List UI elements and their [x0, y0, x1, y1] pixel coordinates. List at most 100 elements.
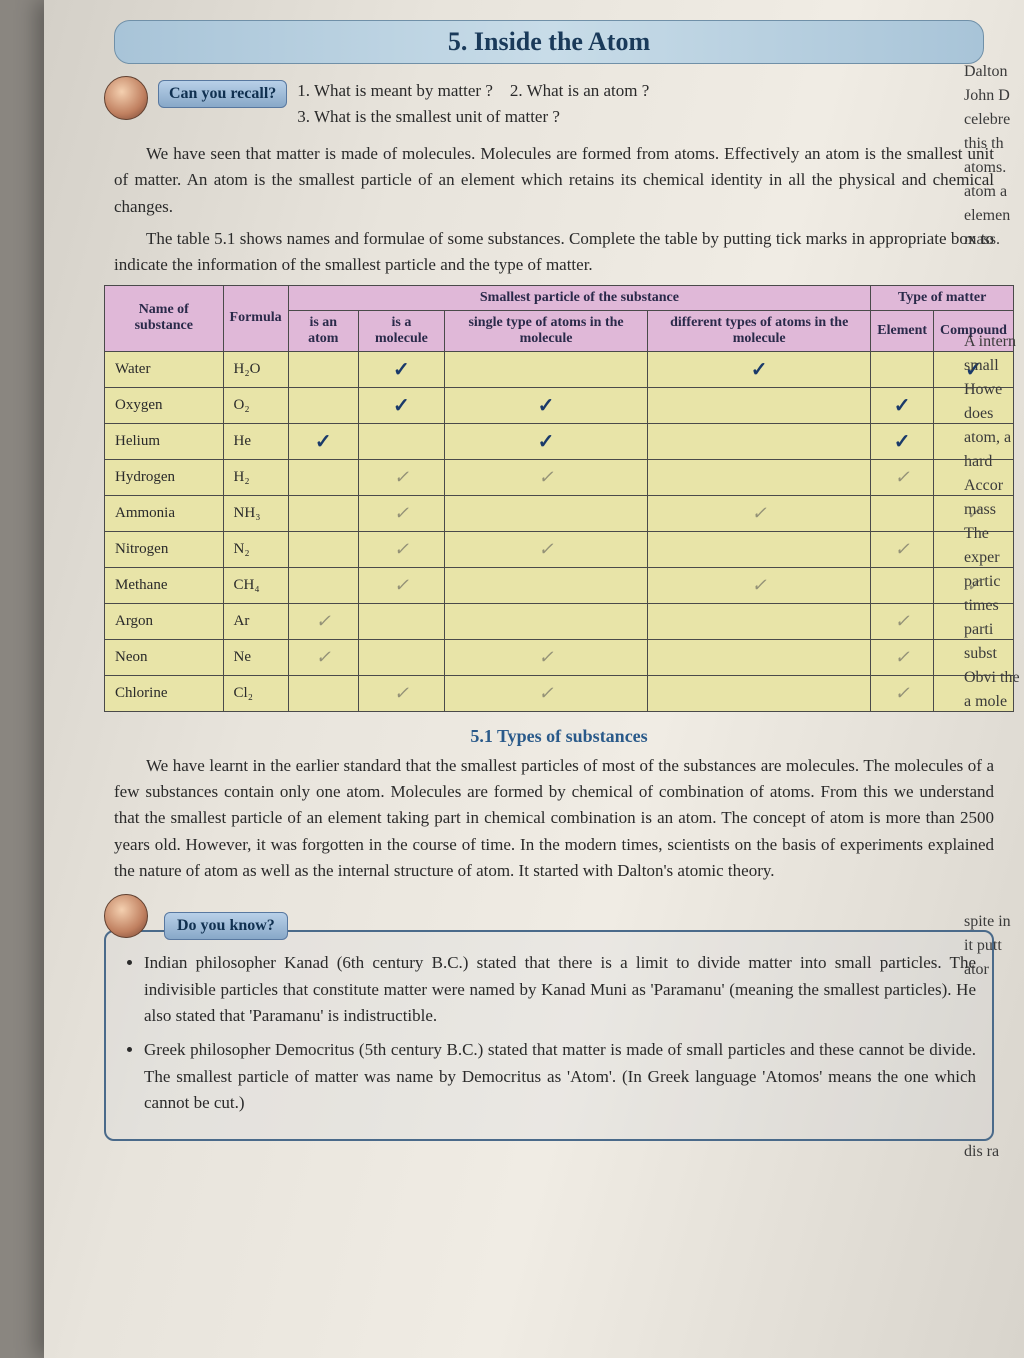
th-formula: Formula: [223, 285, 288, 351]
recall-q2: 2. What is an atom ?: [510, 81, 649, 100]
cutoff-text-4: dis ra: [964, 1140, 1020, 1164]
th-group-type: Type of matter: [871, 285, 1014, 310]
cell-element: ✓: [871, 639, 934, 675]
cell-element: ✓: [871, 387, 934, 423]
cell-diff: ✓: [648, 351, 871, 387]
cutoff-text-1: Dalton John D celebre this th atoms. ato…: [964, 60, 1020, 252]
recall-q1: 1. What is meant by matter ?: [297, 81, 493, 100]
cell-diff: [648, 531, 871, 567]
table-row: NeonNe✓✓✓: [105, 639, 1014, 675]
cell-diff: [648, 603, 871, 639]
th-diff: different types of atoms in the molecule: [648, 310, 871, 351]
cell-element: [871, 351, 934, 387]
cell-single: [444, 603, 647, 639]
table-row: AmmoniaNH₃✓✓✓: [105, 495, 1014, 531]
cell-name: Ammonia: [105, 495, 224, 531]
cell-name: Neon: [105, 639, 224, 675]
recall-badge: Can you recall?: [158, 80, 287, 108]
chapter-title-banner: 5. Inside the Atom: [114, 20, 984, 64]
cutoff-text-2: A intern small Howe does atom, a hard Ac…: [964, 330, 1020, 714]
cell-atom: [288, 675, 358, 711]
cell-formula: CH₄: [223, 567, 288, 603]
cell-formula: H₂: [223, 459, 288, 495]
th-group-particle: Smallest particle of the substance: [288, 285, 871, 310]
cell-single: ✓: [444, 639, 647, 675]
cell-single: [444, 351, 647, 387]
recall-questions: 1. What is meant by matter ? 2. What is …: [297, 78, 649, 129]
th-atom: is an atom: [288, 310, 358, 351]
cell-formula: O₂: [223, 387, 288, 423]
cell-element: ✓: [871, 675, 934, 711]
cell-single: [444, 567, 647, 603]
cell-molecule: ✓: [358, 351, 444, 387]
cell-diff: [648, 459, 871, 495]
cell-formula: NH₃: [223, 495, 288, 531]
cell-atom: [288, 351, 358, 387]
cell-molecule: ✓: [358, 531, 444, 567]
cell-single: ✓: [444, 459, 647, 495]
cell-element: ✓: [871, 459, 934, 495]
table-row: NitrogenN₂✓✓✓: [105, 531, 1014, 567]
cutoff-text-3: spite in it putt ator: [964, 910, 1020, 982]
do-you-know-box: Indian philosopher Kanad (6th century B.…: [104, 930, 994, 1140]
cell-molecule: ✓: [358, 675, 444, 711]
cell-atom: ✓: [288, 423, 358, 459]
cell-name: Water: [105, 351, 224, 387]
avatar-icon: [104, 76, 148, 120]
cell-single: ✓: [444, 531, 647, 567]
table-row: OxygenO₂✓✓✓: [105, 387, 1014, 423]
cell-element: [871, 495, 934, 531]
cell-molecule: ✓: [358, 495, 444, 531]
th-name: Name of substance: [105, 285, 224, 351]
cell-formula: Ar: [223, 603, 288, 639]
cell-name: Argon: [105, 603, 224, 639]
cell-diff: [648, 639, 871, 675]
do-you-know-badge: Do you know?: [164, 912, 288, 940]
th-single: single type of atoms in the molecule: [444, 310, 647, 351]
cell-molecule: ✓: [358, 567, 444, 603]
cell-element: [871, 567, 934, 603]
cell-molecule: ✓: [358, 459, 444, 495]
cell-element: ✓: [871, 603, 934, 639]
cell-formula: Cl₂: [223, 675, 288, 711]
section-5-1-heading: 5.1 Types of substances: [94, 726, 1024, 747]
section-5-1-text: We have learnt in the earlier standard t…: [114, 753, 994, 885]
cell-diff: [648, 387, 871, 423]
cell-atom: ✓: [288, 639, 358, 675]
cell-atom: [288, 459, 358, 495]
table-row: ChlorineCl₂✓✓✓: [105, 675, 1014, 711]
cell-atom: [288, 567, 358, 603]
cell-diff: [648, 675, 871, 711]
table-row: MethaneCH₄✓✓✓: [105, 567, 1014, 603]
th-element: Element: [871, 310, 934, 351]
recall-q3: 3. What is the smallest unit of matter ?: [297, 107, 560, 126]
cell-atom: [288, 531, 358, 567]
cell-diff: [648, 423, 871, 459]
table-row: HydrogenH₂✓✓✓: [105, 459, 1014, 495]
substances-table: Name of substance Formula Smallest parti…: [104, 285, 1014, 712]
cell-single: ✓: [444, 387, 647, 423]
cell-molecule: [358, 639, 444, 675]
cell-element: ✓: [871, 531, 934, 567]
cell-atom: [288, 387, 358, 423]
cell-diff: ✓: [648, 495, 871, 531]
cell-atom: [288, 495, 358, 531]
cell-name: Hydrogen: [105, 459, 224, 495]
cell-name: Helium: [105, 423, 224, 459]
table-row: WaterH₂O✓✓✓: [105, 351, 1014, 387]
cell-name: Methane: [105, 567, 224, 603]
recall-section: Can you recall? 1. What is meant by matt…: [104, 76, 1024, 129]
cell-molecule: [358, 603, 444, 639]
cell-single: [444, 495, 647, 531]
cell-name: Oxygen: [105, 387, 224, 423]
cell-formula: Ne: [223, 639, 288, 675]
textbook-page: 5. Inside the Atom Can you recall? 1. Wh…: [44, 0, 1024, 1358]
cell-single: ✓: [444, 423, 647, 459]
chapter-title: 5. Inside the Atom: [115, 27, 983, 57]
intro-para-1: We have seen that matter is made of mole…: [114, 141, 994, 220]
cell-formula: He: [223, 423, 288, 459]
table-row: HeliumHe✓✓✓: [105, 423, 1014, 459]
cell-molecule: [358, 423, 444, 459]
cell-name: Chlorine: [105, 675, 224, 711]
cell-molecule: ✓: [358, 387, 444, 423]
